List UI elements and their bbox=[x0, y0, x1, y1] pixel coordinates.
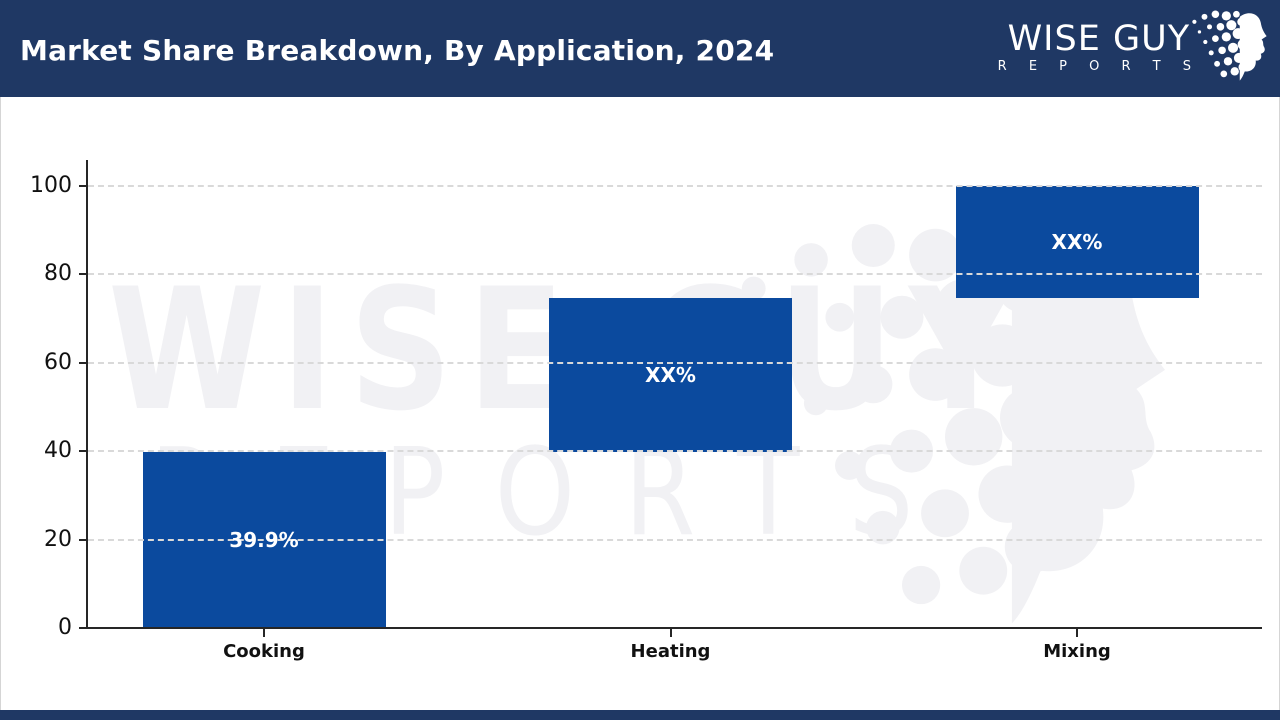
page-title: Market Share Breakdown, By Application, … bbox=[20, 34, 775, 67]
y-tick-100 bbox=[79, 185, 87, 187]
y-tick-20 bbox=[79, 538, 87, 541]
dotted-head-profile-icon bbox=[1192, 10, 1267, 81]
y-tick-label-60: 60 bbox=[44, 349, 72, 375]
x-tick-heating bbox=[669, 628, 672, 637]
bar-value-label-heating: XX% bbox=[645, 362, 696, 387]
header-bar: Market Share Breakdown, By Application, … bbox=[0, 0, 1280, 97]
y-tick-label-20: 20 bbox=[44, 526, 72, 552]
y-tick-0 bbox=[79, 627, 87, 629]
x-axis-line bbox=[86, 627, 1262, 629]
gridline-40 bbox=[88, 450, 1262, 453]
x-label-mixing: Mixing bbox=[1043, 641, 1111, 662]
gridline-80 bbox=[88, 273, 1262, 276]
gridline-60 bbox=[88, 361, 1262, 364]
y-tick-label-80: 80 bbox=[44, 261, 72, 287]
bar-value-label-mixing: XX% bbox=[1051, 229, 1103, 254]
y-tick-label-100: 100 bbox=[30, 173, 72, 198]
bar-mixing bbox=[955, 186, 1199, 298]
y-tick-80 bbox=[79, 273, 87, 276]
gridline-100 bbox=[88, 185, 1262, 187]
x-label-cooking: Cooking bbox=[223, 641, 305, 662]
footer-bar bbox=[0, 710, 1280, 720]
bar-value-label-cooking: 39.9% bbox=[229, 527, 299, 552]
logo-secondary-text: R E P O R T S bbox=[997, 59, 1200, 74]
gridline-20 bbox=[88, 538, 1262, 541]
y-tick-label-40: 40 bbox=[44, 438, 72, 464]
x-tick-mixing bbox=[1076, 628, 1078, 637]
bar-heating bbox=[549, 297, 792, 452]
logo-text: WISE GUY R E P O R T S bbox=[998, 20, 1200, 74]
x-tick-cooking bbox=[263, 628, 265, 637]
y-tick-60 bbox=[79, 361, 87, 364]
y-axis-line bbox=[86, 160, 88, 629]
logo-primary-text: WISE GUY bbox=[1007, 19, 1191, 59]
y-tick-label-0: 0 bbox=[58, 615, 72, 640]
wise-guy-reports-logo: WISE GUY R E P O R T S bbox=[998, 8, 1270, 86]
x-label-heating: Heating bbox=[630, 641, 711, 662]
y-tick-40 bbox=[79, 450, 87, 453]
